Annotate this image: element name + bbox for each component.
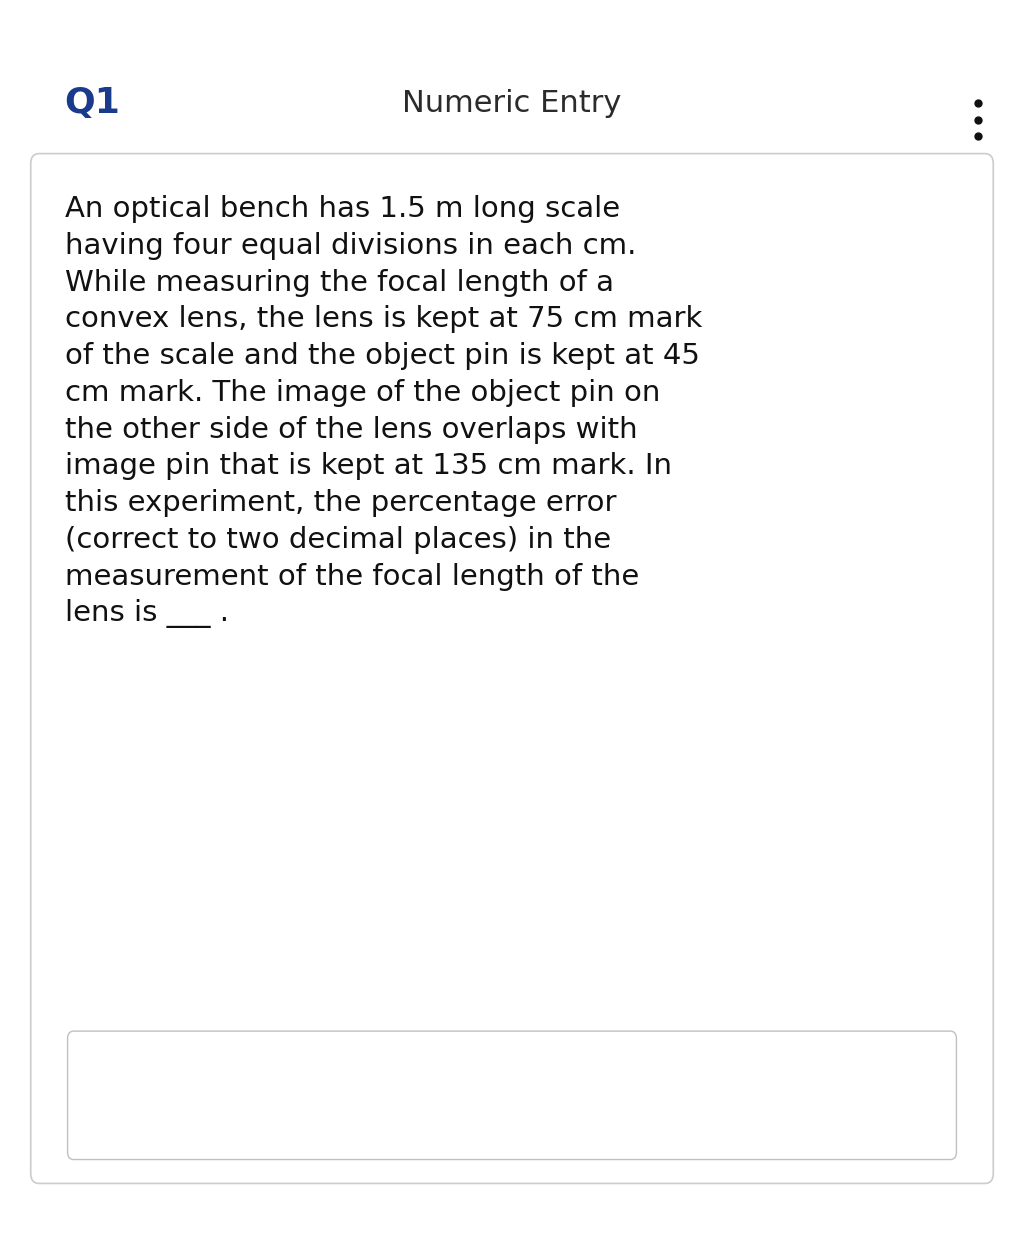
Text: Numeric Entry: Numeric Entry <box>402 88 622 118</box>
Text: While measuring the focal length of a: While measuring the focal length of a <box>65 268 613 297</box>
Text: this experiment, the percentage error: this experiment, the percentage error <box>65 490 616 517</box>
Text: (correct to two decimal places) in the: (correct to two decimal places) in the <box>65 526 610 554</box>
Text: cm mark. The image of the object pin on: cm mark. The image of the object pin on <box>65 379 659 407</box>
Text: Q1: Q1 <box>65 86 121 121</box>
Text: An optical bench has 1.5 m long scale: An optical bench has 1.5 m long scale <box>65 195 620 223</box>
Text: lens is ___ .: lens is ___ . <box>65 599 228 628</box>
FancyBboxPatch shape <box>68 1031 956 1160</box>
Text: the other side of the lens overlaps with: the other side of the lens overlaps with <box>65 415 637 443</box>
Text: having four equal divisions in each cm.: having four equal divisions in each cm. <box>65 232 636 259</box>
Text: measurement of the focal length of the: measurement of the focal length of the <box>65 563 639 590</box>
FancyBboxPatch shape <box>31 154 993 1183</box>
Text: of the scale and the object pin is kept at 45: of the scale and the object pin is kept … <box>65 342 699 370</box>
Text: image pin that is kept at 135 cm mark. In: image pin that is kept at 135 cm mark. I… <box>65 452 672 481</box>
Text: convex lens, the lens is kept at 75 cm mark: convex lens, the lens is kept at 75 cm m… <box>65 306 701 334</box>
